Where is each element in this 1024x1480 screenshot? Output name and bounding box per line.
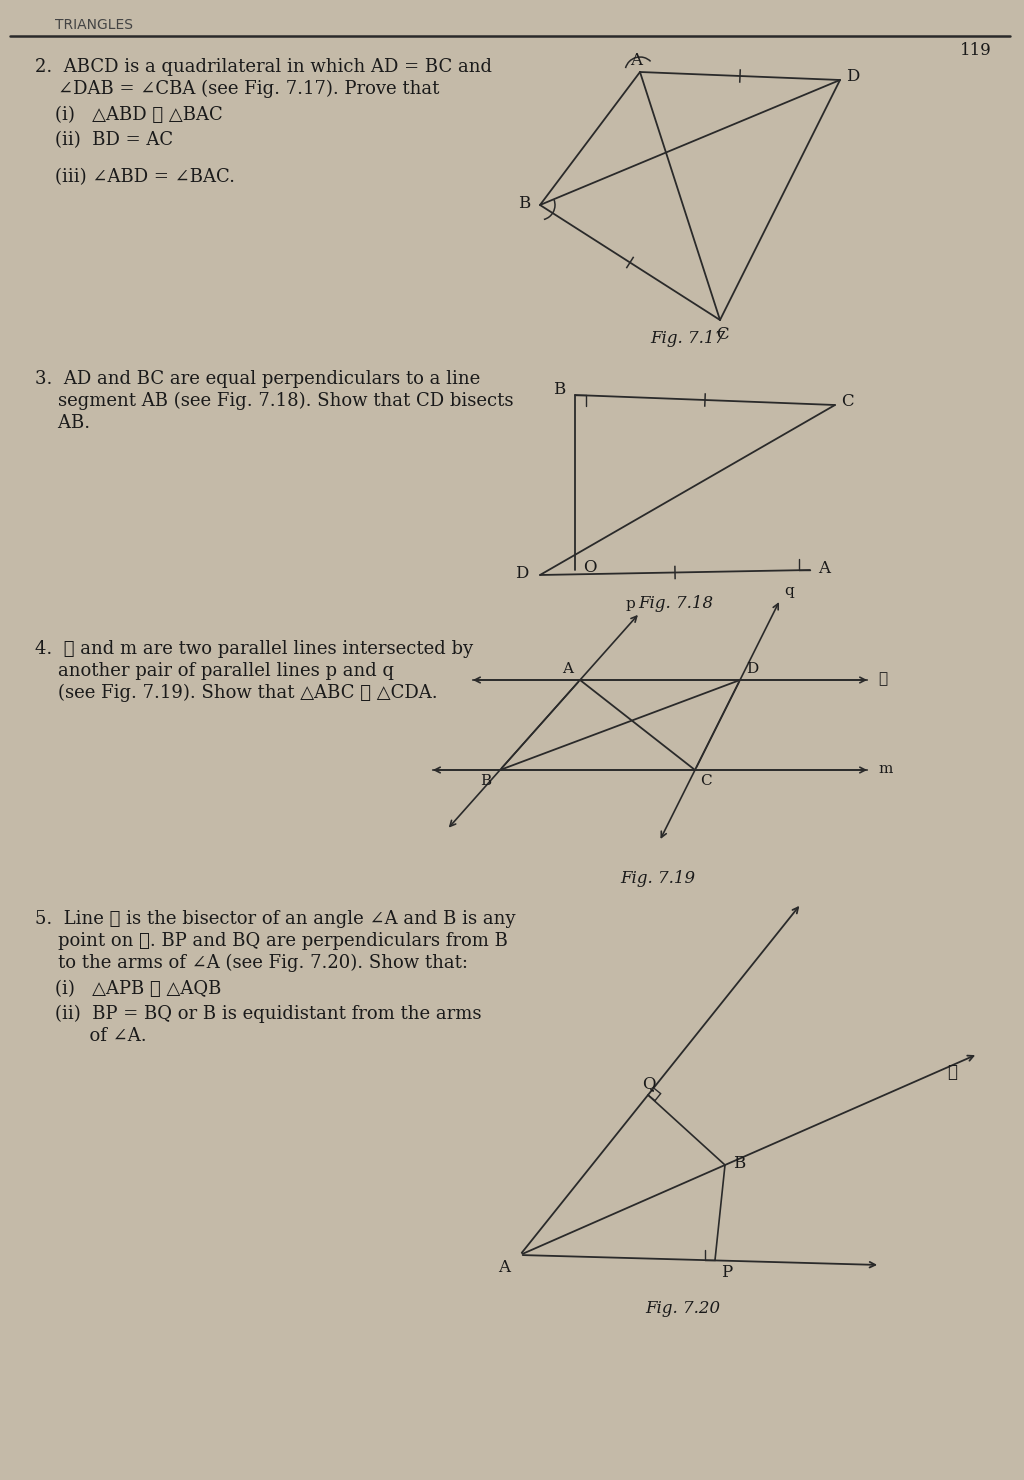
Text: B: B (733, 1154, 745, 1172)
Text: 3.  AD and BC are equal perpendiculars to a line: 3. AD and BC are equal perpendiculars to… (35, 370, 480, 388)
Text: AB.: AB. (35, 414, 90, 432)
Text: D: D (746, 662, 758, 676)
Text: A: A (498, 1259, 510, 1276)
Text: B: B (518, 195, 530, 212)
Text: of ∠A.: of ∠A. (55, 1027, 146, 1045)
Text: A: A (562, 662, 573, 676)
Text: 4.  ℓ and m are two parallel lines intersected by: 4. ℓ and m are two parallel lines inters… (35, 639, 473, 659)
Text: Fig. 7.18: Fig. 7.18 (638, 595, 713, 613)
Text: (ii)  BP = BQ or B is equidistant from the arms: (ii) BP = BQ or B is equidistant from th… (55, 1005, 481, 1023)
Text: P: P (721, 1264, 732, 1282)
Text: another pair of parallel lines p and q: another pair of parallel lines p and q (35, 662, 394, 679)
Text: C: C (841, 394, 854, 410)
Text: to the arms of ∠A (see Fig. 7.20). Show that:: to the arms of ∠A (see Fig. 7.20). Show … (35, 955, 468, 972)
Text: C: C (716, 326, 729, 343)
Text: Fig. 7.19: Fig. 7.19 (620, 870, 695, 887)
Text: A: A (818, 559, 830, 577)
Text: ∠DAB = ∠CBA (see Fig. 7.17). Prove that: ∠DAB = ∠CBA (see Fig. 7.17). Prove that (35, 80, 439, 98)
Text: D: D (515, 565, 528, 582)
Text: point on ℓ. BP and BQ are perpendiculars from B: point on ℓ. BP and BQ are perpendiculars… (35, 932, 508, 950)
Text: (iii) ∠ABD = ∠BAC.: (iii) ∠ABD = ∠BAC. (55, 169, 234, 186)
Text: A: A (630, 52, 642, 70)
Text: Fig. 7.20: Fig. 7.20 (645, 1299, 720, 1317)
Text: 2.  ABCD is a quadrilateral in which AD = BC and: 2. ABCD is a quadrilateral in which AD =… (35, 58, 492, 75)
Text: O: O (583, 559, 597, 576)
Text: segment AB (see Fig. 7.18). Show that CD bisects: segment AB (see Fig. 7.18). Show that CD… (35, 392, 513, 410)
Text: B: B (553, 380, 565, 398)
Text: Fig. 7.17: Fig. 7.17 (650, 330, 725, 346)
Text: (ii)  BD = AC: (ii) BD = AC (55, 132, 173, 149)
Text: q: q (784, 583, 794, 598)
Text: C: C (700, 774, 712, 787)
Text: B: B (480, 774, 492, 787)
Text: TRIANGLES: TRIANGLES (55, 18, 133, 33)
Text: 5.  Line ℓ is the bisector of an angle ∠A and B is any: 5. Line ℓ is the bisector of an angle ∠A… (35, 910, 515, 928)
Text: (i)   △APB ≅ △AQB: (i) △APB ≅ △AQB (55, 980, 221, 998)
Text: (see Fig. 7.19). Show that △ABC ≅ △CDA.: (see Fig. 7.19). Show that △ABC ≅ △CDA. (35, 684, 437, 702)
Text: 119: 119 (961, 41, 992, 59)
Text: ℓ: ℓ (878, 672, 887, 687)
Text: D: D (846, 68, 859, 84)
Text: m: m (878, 762, 892, 776)
Text: ℓ: ℓ (947, 1064, 957, 1080)
Text: p: p (626, 596, 636, 611)
Text: (i)   △ABD ≅ △BAC: (i) △ABD ≅ △BAC (55, 107, 223, 124)
Text: Q: Q (642, 1074, 655, 1092)
